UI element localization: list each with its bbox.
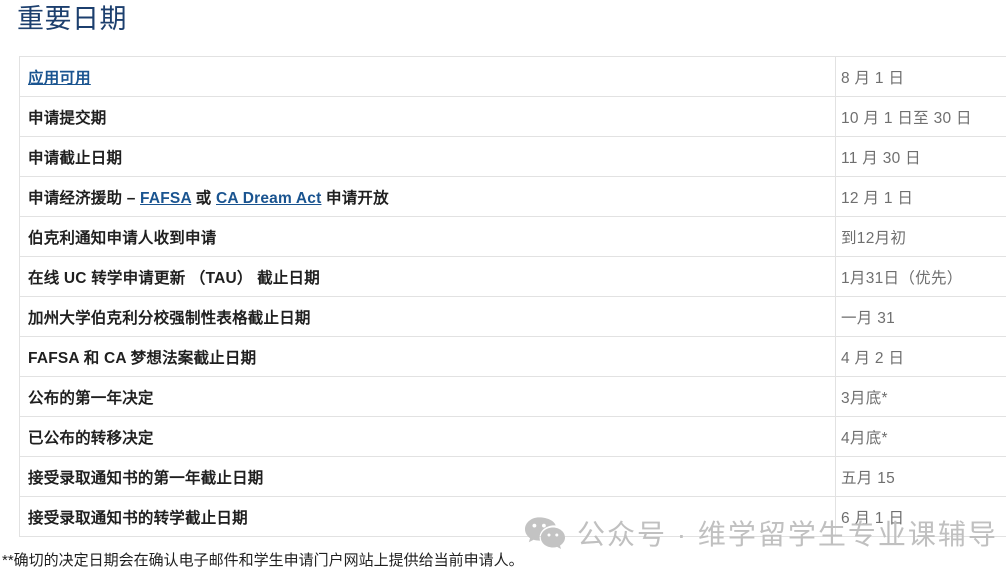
date-value: 6 月 1 日 (841, 509, 905, 527)
event-cell: 接受录取通知书的第一年截止日期 (19, 456, 836, 497)
event-label: 已公布的转移决定 (28, 429, 154, 447)
date-cell: 6 月 1 日 (835, 496, 1006, 537)
event-cell-text: FAFSA 和 CA 梦想法案截止日期 (25, 350, 256, 367)
date-value: 4 月 2 日 (841, 349, 905, 367)
event-text-part: 申请经济援助 – (28, 189, 141, 207)
event-text-part: 申请开放 (321, 189, 389, 207)
date-cell: 3月底* (835, 376, 1006, 417)
event-cell-text: 已公布的转移决定 (25, 430, 154, 447)
event-label: 申请截止日期 (28, 149, 123, 167)
event-cell: 已公布的转移决定 (19, 416, 836, 457)
table-row: 已公布的转移决定 4月底* (19, 416, 1006, 457)
date-cell: 12 月 1 日 (835, 176, 1006, 217)
event-cell: 在线 UC 转学申请更新 （TAU） 截止日期 (19, 256, 836, 297)
event-link[interactable]: CA Dream Act (216, 189, 322, 207)
date-value: 一月 31 (841, 309, 896, 327)
table-row: 接受录取通知书的第一年截止日期 五月 15 (19, 456, 1006, 497)
date-value: 11 月 30 日 (841, 149, 921, 167)
table-row: FAFSA 和 CA 梦想法案截止日期 4 月 2 日 (19, 336, 1006, 377)
event-cell: 申请提交期 (19, 96, 836, 137)
table-row: 伯克利通知申请人收到申请 到12月初 (19, 216, 1006, 257)
event-label: 接受录取通知书的第一年截止日期 (28, 469, 264, 487)
event-cell-text: 接受录取通知书的转学截止日期 (25, 510, 248, 527)
event-label: 接受录取通知书的转学截止日期 (28, 509, 248, 527)
table-row: 在线 UC 转学申请更新 （TAU） 截止日期 1月31日（优先） (19, 256, 1006, 297)
table-body: 应用可用 8 月 1 日申请提交期 10 月 1 日至 30 日申请截止日期 11 月… (19, 56, 1006, 537)
date-value: 五月 15 (841, 469, 896, 487)
event-cell-text: 应用可用 (25, 70, 91, 87)
event-label: FAFSA 和 CA 梦想法案截止日期 (28, 349, 257, 367)
event-cell: 加州大学伯克利分校强制性表格截止日期 (19, 296, 836, 337)
event-cell: 公布的第一年决定 (19, 376, 836, 417)
footnote-text: **确切的决定日期会在确认电子邮件和学生申请门户网站上提供给当前申请人。 (2, 552, 524, 569)
date-cell: 1月31日（优先） (835, 256, 1006, 297)
date-value: 1月31日（优先） (841, 269, 963, 287)
date-cell: 五月 15 (835, 456, 1006, 497)
event-cell-text: 在线 UC 转学申请更新 （TAU） 截止日期 (25, 270, 320, 287)
date-cell: 4月底* (835, 416, 1006, 457)
event-cell-text: 申请提交期 (25, 110, 107, 127)
event-cell: 应用可用 (19, 56, 836, 97)
date-cell: 4 月 2 日 (835, 336, 1006, 377)
event-label: 公布的第一年决定 (28, 389, 154, 407)
date-value: 8 月 1 日 (841, 69, 905, 87)
event-link[interactable]: 应用可用 (28, 69, 91, 87)
event-cell: 申请截止日期 (19, 136, 836, 177)
table-row: 接受录取通知书的转学截止日期 6 月 1 日 (19, 496, 1006, 537)
event-cell-text: 伯克利通知申请人收到申请 (25, 230, 216, 247)
date-cell: 8 月 1 日 (835, 56, 1006, 97)
event-cell-text: 接受录取通知书的第一年截止日期 (25, 470, 264, 487)
event-cell-text: 公布的第一年决定 (25, 390, 154, 407)
event-cell: 接受录取通知书的转学截止日期 (19, 496, 836, 537)
date-cell: 11 月 30 日 (835, 136, 1006, 177)
event-label: 在线 UC 转学申请更新 （TAU） 截止日期 (28, 269, 320, 287)
event-label: 加州大学伯克利分校强制性表格截止日期 (28, 309, 311, 327)
event-label: 伯克利通知申请人收到申请 (28, 229, 217, 247)
table-row: 申请截止日期 11 月 30 日 (19, 136, 1006, 177)
event-cell: 伯克利通知申请人收到申请 (19, 216, 836, 257)
event-cell: 申请经济援助 – FAFSA 或 CA Dream Act 申请开放 (19, 176, 836, 217)
table-row: 应用可用 8 月 1 日 (19, 56, 1006, 97)
event-label: 申请提交期 (28, 109, 107, 127)
date-cell: 一月 31 (835, 296, 1006, 337)
date-value: 12 月 1 日 (841, 189, 914, 207)
event-cell-text: 申请经济援助 – FAFSA 或 CA Dream Act 申请开放 (25, 190, 389, 207)
date-value: 4月底* (841, 429, 888, 447)
event-cell-text: 申请截止日期 (25, 150, 122, 167)
table-row: 申请提交期 10 月 1 日至 30 日 (19, 96, 1006, 137)
date-value: 3月底* (841, 389, 888, 407)
table-row: 申请经济援助 – FAFSA 或 CA Dream Act 申请开放 12 月 1… (19, 176, 1006, 217)
table-row: 加州大学伯克利分校强制性表格截止日期 一月 31 (19, 296, 1006, 337)
date-value: 10 月 1 日至 30 日 (841, 109, 972, 127)
date-value: 到12月初 (841, 229, 907, 247)
table-row: 公布的第一年决定 3月底* (19, 376, 1006, 417)
event-text-part: 或 (191, 189, 216, 207)
important-dates-table: 应用可用 8 月 1 日申请提交期 10 月 1 日至 30 日申请截止日期 11 月… (19, 56, 1006, 537)
date-cell: 10 月 1 日至 30 日 (835, 96, 1006, 137)
event-cell: FAFSA 和 CA 梦想法案截止日期 (19, 336, 836, 377)
date-cell: 到12月初 (835, 216, 1006, 257)
event-link[interactable]: FAFSA (140, 189, 192, 207)
event-cell-text: 加州大学伯克利分校强制性表格截止日期 (25, 310, 311, 327)
page-title: 重要日期 (17, 4, 127, 34)
